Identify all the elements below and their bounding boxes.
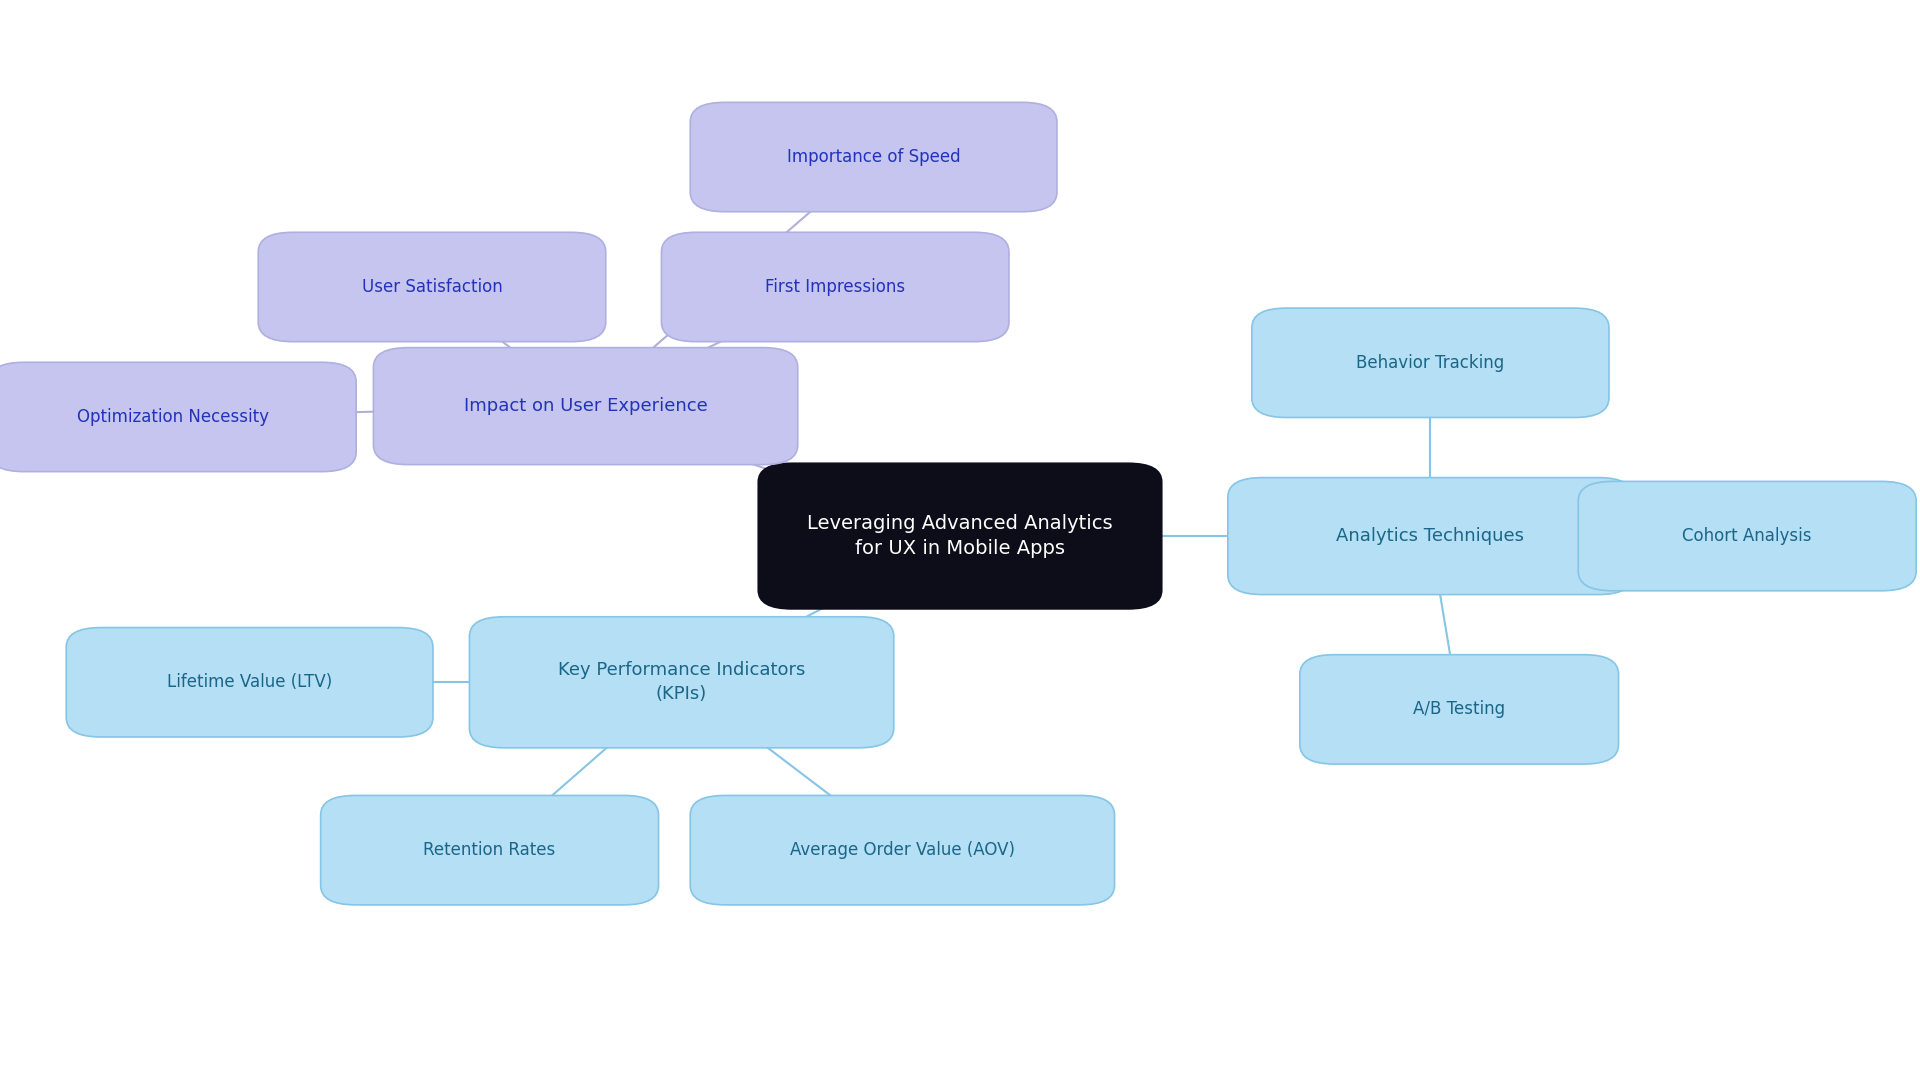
Text: Leveraging Advanced Analytics
for UX in Mobile Apps: Leveraging Advanced Analytics for UX in …	[806, 514, 1114, 558]
Text: User Satisfaction: User Satisfaction	[361, 278, 503, 296]
FancyBboxPatch shape	[259, 233, 607, 342]
FancyBboxPatch shape	[0, 362, 355, 472]
FancyBboxPatch shape	[1252, 308, 1609, 417]
FancyBboxPatch shape	[691, 103, 1056, 212]
FancyBboxPatch shape	[65, 628, 434, 736]
Text: Optimization Necessity: Optimization Necessity	[77, 408, 269, 426]
Text: A/B Testing: A/B Testing	[1413, 701, 1505, 718]
Text: Lifetime Value (LTV): Lifetime Value (LTV)	[167, 674, 332, 691]
Text: Analytics Techniques: Analytics Techniques	[1336, 527, 1524, 545]
FancyBboxPatch shape	[689, 795, 1114, 905]
Text: Average Order Value (AOV): Average Order Value (AOV)	[789, 841, 1016, 859]
FancyBboxPatch shape	[372, 348, 799, 465]
FancyBboxPatch shape	[468, 617, 893, 748]
Text: Impact on User Experience: Impact on User Experience	[465, 397, 707, 415]
FancyBboxPatch shape	[1300, 654, 1619, 765]
Text: Retention Rates: Retention Rates	[424, 841, 555, 859]
Text: Key Performance Indicators
(KPIs): Key Performance Indicators (KPIs)	[559, 662, 804, 703]
FancyBboxPatch shape	[660, 233, 1010, 342]
Text: Importance of Speed: Importance of Speed	[787, 148, 960, 166]
FancyBboxPatch shape	[321, 795, 659, 905]
FancyBboxPatch shape	[756, 462, 1162, 610]
Text: Cohort Analysis: Cohort Analysis	[1682, 527, 1812, 545]
FancyBboxPatch shape	[1229, 478, 1632, 595]
Text: Behavior Tracking: Behavior Tracking	[1356, 354, 1505, 371]
Text: First Impressions: First Impressions	[766, 278, 904, 296]
FancyBboxPatch shape	[1578, 481, 1916, 591]
